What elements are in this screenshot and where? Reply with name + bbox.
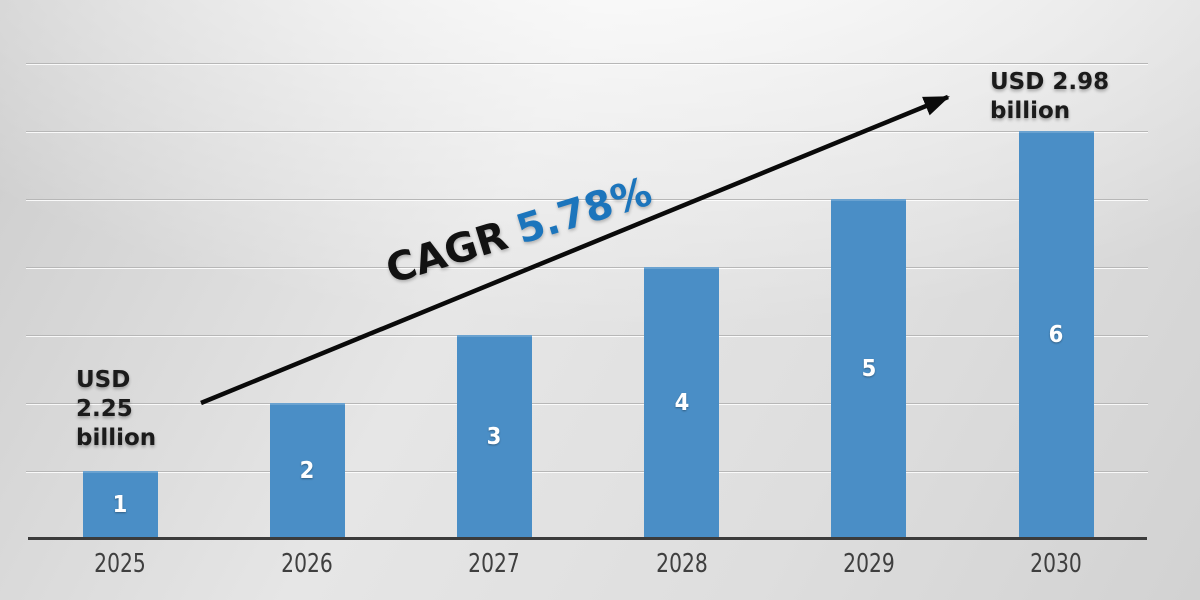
x-axis-line [28, 537, 1147, 540]
x-axis-tick-2030: 2030 [1030, 549, 1082, 579]
bar-2030: 6 [1018, 131, 1094, 539]
end-value-label-line2: billion [990, 98, 1071, 124]
gridline-6 [26, 131, 1148, 132]
start-value-label-line3: billion [76, 425, 157, 451]
x-axis-tick-2028: 2028 [655, 549, 708, 579]
start-value-label: USD 2.25 billion [76, 366, 156, 453]
end-value-label: USD 2.98 billion [990, 68, 1109, 126]
bar-2027: 3 [456, 335, 532, 539]
bar-value-label-2028: 4 [674, 390, 689, 416]
bar-2029: 5 [831, 199, 907, 539]
gridline-7 [26, 63, 1148, 64]
start-value-label-line2: 2.25 [76, 396, 133, 422]
gridline-3 [26, 335, 1148, 336]
bar-value-label-2026: 2 [299, 458, 315, 484]
x-axis-tick-2027: 2027 [468, 549, 521, 579]
gridline-2 [26, 403, 1148, 404]
x-axis-tick-2025: 2025 [94, 549, 146, 579]
bar-2028: 4 [644, 267, 720, 539]
gridline-1 [26, 471, 1148, 472]
bar-value-label-2027: 3 [487, 424, 502, 450]
bar-value-label-2025: 1 [112, 492, 128, 518]
bar-2025: 1 [82, 471, 158, 539]
bar-value-label-2030: 6 [1048, 322, 1064, 348]
start-value-label-line1: USD [76, 367, 131, 393]
bar-2026: 2 [269, 403, 345, 539]
x-axis-tick-2026: 2026 [281, 549, 333, 579]
x-axis-tick-2029: 2029 [842, 549, 895, 579]
bar-value-label-2029: 5 [861, 356, 877, 382]
end-value-label-line1: USD 2.98 [990, 69, 1110, 95]
gridline-4 [26, 267, 1148, 268]
